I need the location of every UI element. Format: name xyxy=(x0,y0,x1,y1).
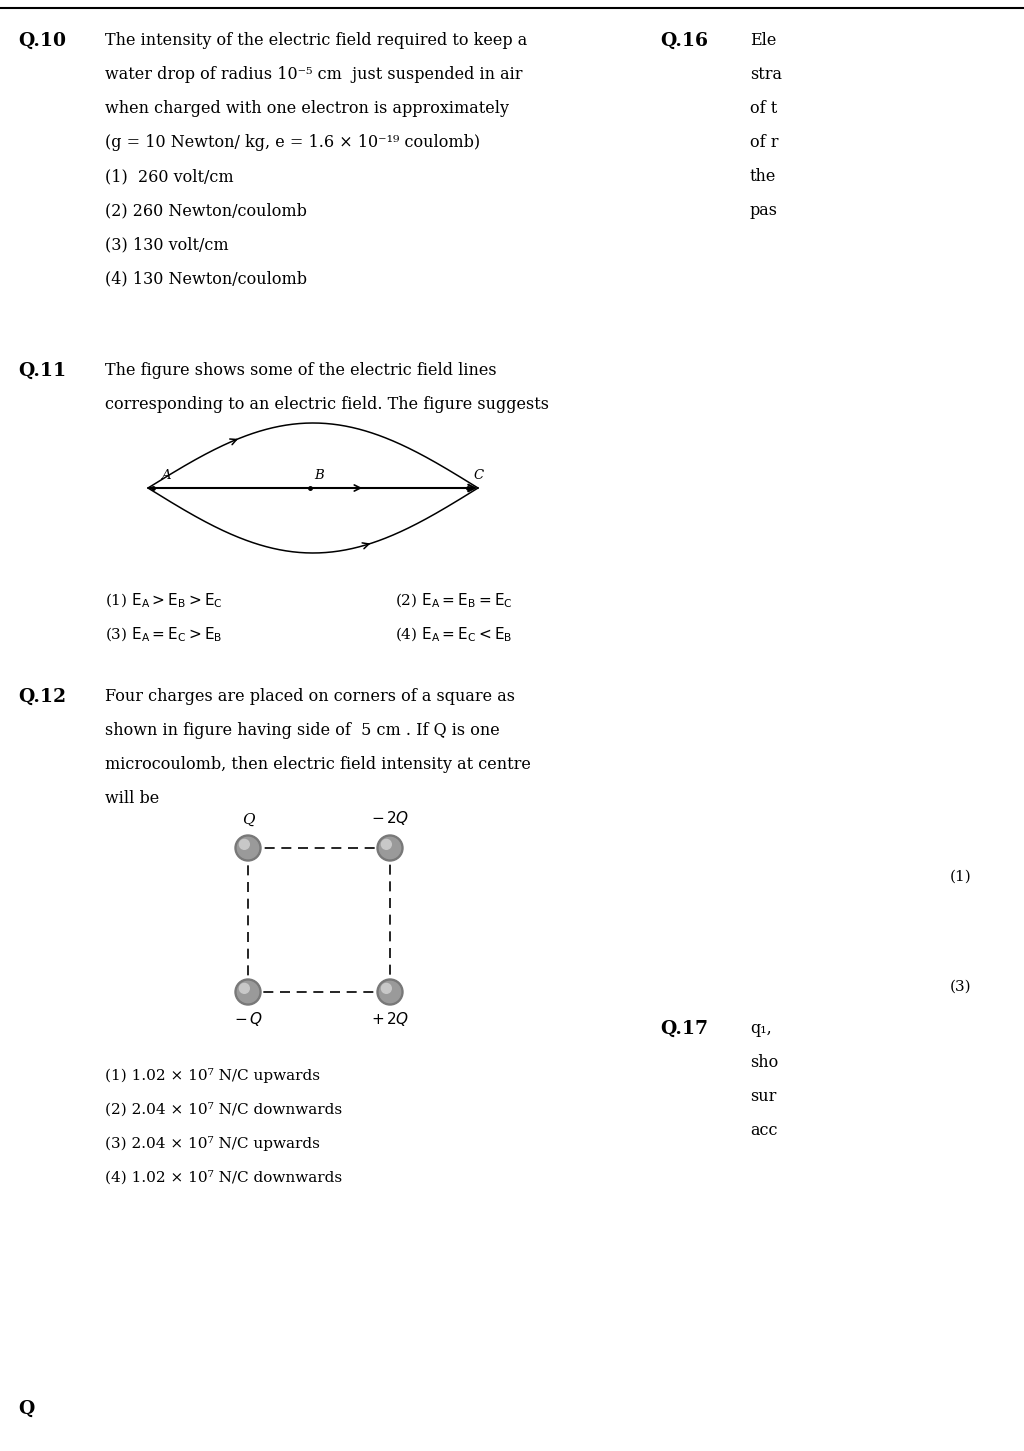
Text: Q.11: Q.11 xyxy=(18,361,67,380)
Text: Q.10: Q.10 xyxy=(18,32,66,49)
Text: $-\,2Q$: $-\,2Q$ xyxy=(371,810,410,827)
Text: (4) 1.02 × 10⁷ N/C downwards: (4) 1.02 × 10⁷ N/C downwards xyxy=(105,1170,342,1184)
Text: Q.16: Q.16 xyxy=(660,32,708,49)
Text: stra: stra xyxy=(750,65,782,83)
Circle shape xyxy=(377,979,403,1006)
Circle shape xyxy=(377,834,403,860)
Circle shape xyxy=(379,981,400,1003)
Text: Q: Q xyxy=(18,1400,34,1418)
Text: (1) $\rm E_A > E_B > E_C$: (1) $\rm E_A > E_B > E_C$ xyxy=(105,592,222,611)
Text: (4) $\rm E_A = E_C < E_B$: (4) $\rm E_A = E_C < E_B$ xyxy=(395,625,512,644)
Text: shown in figure having side of  5 cm . If Q is one: shown in figure having side of 5 cm . If… xyxy=(105,723,500,739)
Text: Q.12: Q.12 xyxy=(18,688,66,707)
Text: sur: sur xyxy=(750,1088,776,1106)
Text: the: the xyxy=(750,168,776,184)
Circle shape xyxy=(381,984,391,994)
Text: Four charges are placed on corners of a square as: Four charges are placed on corners of a … xyxy=(105,688,515,705)
Text: Ele: Ele xyxy=(750,32,776,49)
Text: (4) 130 Newton/coulomb: (4) 130 Newton/coulomb xyxy=(105,270,307,287)
Circle shape xyxy=(381,840,391,849)
Text: (3) $\rm E_A = E_C > E_B$: (3) $\rm E_A = E_C > E_B$ xyxy=(105,625,222,644)
Circle shape xyxy=(238,837,259,859)
Text: (3) 130 volt/cm: (3) 130 volt/cm xyxy=(105,237,228,252)
Text: C: C xyxy=(473,469,483,482)
Text: (3) 2.04 × 10⁷ N/C upwards: (3) 2.04 × 10⁷ N/C upwards xyxy=(105,1136,319,1151)
Circle shape xyxy=(240,840,249,849)
Text: $-\,Q$: $-\,Q$ xyxy=(233,1010,262,1027)
Text: of r: of r xyxy=(750,133,778,151)
Text: sho: sho xyxy=(750,1053,778,1071)
Circle shape xyxy=(240,984,249,994)
Text: A: A xyxy=(161,469,171,482)
Text: when charged with one electron is approximately: when charged with one electron is approx… xyxy=(105,100,509,118)
Circle shape xyxy=(238,981,259,1003)
Text: (1): (1) xyxy=(950,871,972,884)
Text: acc: acc xyxy=(750,1122,777,1139)
Text: (2) $\rm E_A = E_B = E_C$: (2) $\rm E_A = E_B = E_C$ xyxy=(395,592,513,611)
Text: q₁,: q₁, xyxy=(750,1020,772,1037)
Text: (g = 10 Newton/ kg, e = 1.6 × 10⁻¹⁹ coulomb): (g = 10 Newton/ kg, e = 1.6 × 10⁻¹⁹ coul… xyxy=(105,133,480,151)
Text: will be: will be xyxy=(105,789,160,807)
Text: The intensity of the electric field required to keep a: The intensity of the electric field requ… xyxy=(105,32,527,49)
Text: (2) 2.04 × 10⁷ N/C downwards: (2) 2.04 × 10⁷ N/C downwards xyxy=(105,1101,342,1116)
Text: $+\,2Q$: $+\,2Q$ xyxy=(371,1010,410,1027)
Text: microcoulomb, then electric field intensity at centre: microcoulomb, then electric field intens… xyxy=(105,756,530,773)
Text: (1) 1.02 × 10⁷ N/C upwards: (1) 1.02 × 10⁷ N/C upwards xyxy=(105,1068,319,1082)
Text: B: B xyxy=(314,469,324,482)
Circle shape xyxy=(379,837,400,859)
Text: Q.17: Q.17 xyxy=(660,1020,708,1037)
Text: Q: Q xyxy=(242,813,254,827)
Text: (2) 260 Newton/coulomb: (2) 260 Newton/coulomb xyxy=(105,202,307,219)
Circle shape xyxy=(234,834,261,860)
Text: (3): (3) xyxy=(950,979,972,994)
Circle shape xyxy=(234,979,261,1006)
Text: of t: of t xyxy=(750,100,777,118)
Text: pas: pas xyxy=(750,202,778,219)
Text: corresponding to an electric field. The figure suggests: corresponding to an electric field. The … xyxy=(105,396,549,414)
Text: The figure shows some of the electric field lines: The figure shows some of the electric fi… xyxy=(105,361,497,379)
Text: (1)  260 volt/cm: (1) 260 volt/cm xyxy=(105,168,233,184)
Text: water drop of radius 10⁻⁵ cm  just suspended in air: water drop of radius 10⁻⁵ cm just suspen… xyxy=(105,65,522,83)
